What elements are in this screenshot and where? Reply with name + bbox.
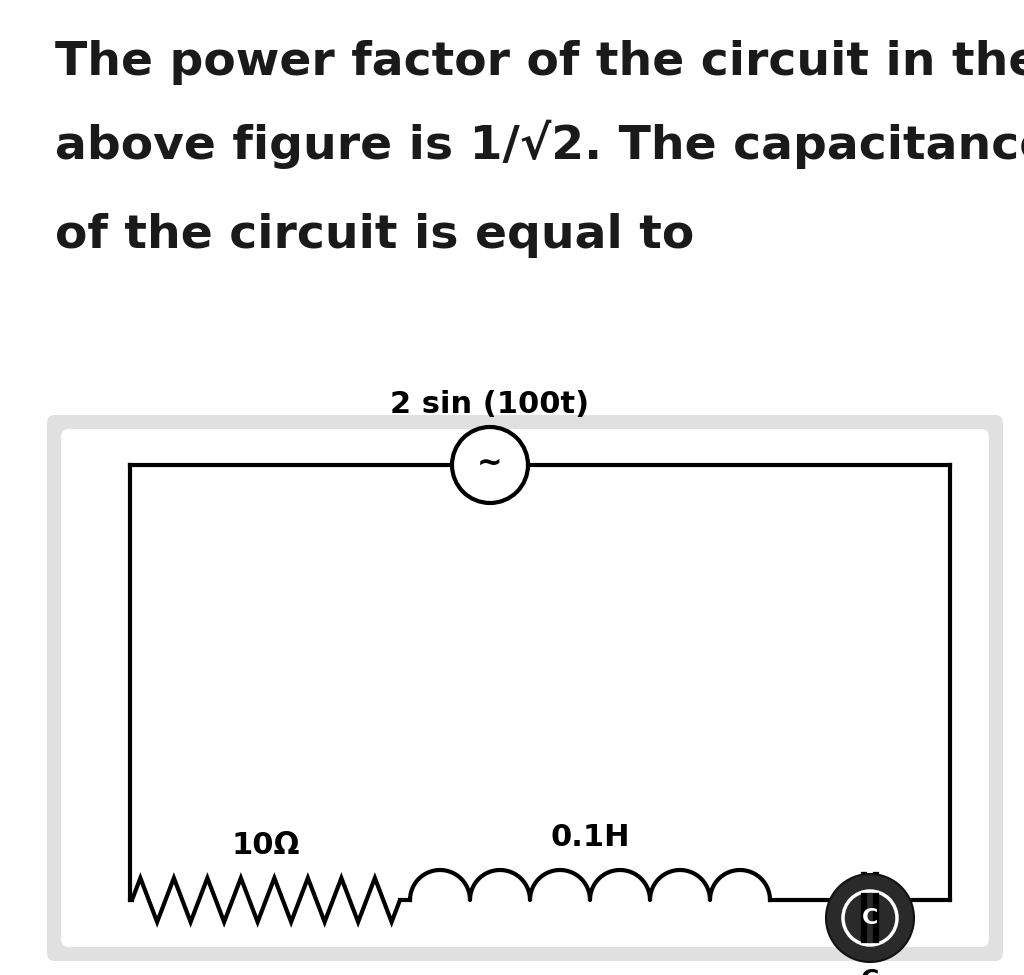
Text: ~: ~ bbox=[477, 448, 503, 478]
Text: 2 sin (100t): 2 sin (100t) bbox=[390, 390, 590, 419]
Circle shape bbox=[826, 874, 914, 962]
Text: 10Ω: 10Ω bbox=[231, 831, 300, 860]
FancyBboxPatch shape bbox=[47, 415, 1002, 961]
Circle shape bbox=[452, 427, 528, 503]
Text: C: C bbox=[862, 908, 879, 928]
Text: above figure is 1/√2. The capacitance: above figure is 1/√2. The capacitance bbox=[55, 120, 1024, 170]
Text: 0.1H: 0.1H bbox=[550, 823, 630, 852]
Text: of the circuit is equal to: of the circuit is equal to bbox=[55, 213, 694, 258]
Text: C: C bbox=[861, 968, 880, 975]
Text: The power factor of the circuit in the: The power factor of the circuit in the bbox=[55, 40, 1024, 85]
Circle shape bbox=[843, 891, 897, 945]
FancyBboxPatch shape bbox=[61, 429, 989, 947]
